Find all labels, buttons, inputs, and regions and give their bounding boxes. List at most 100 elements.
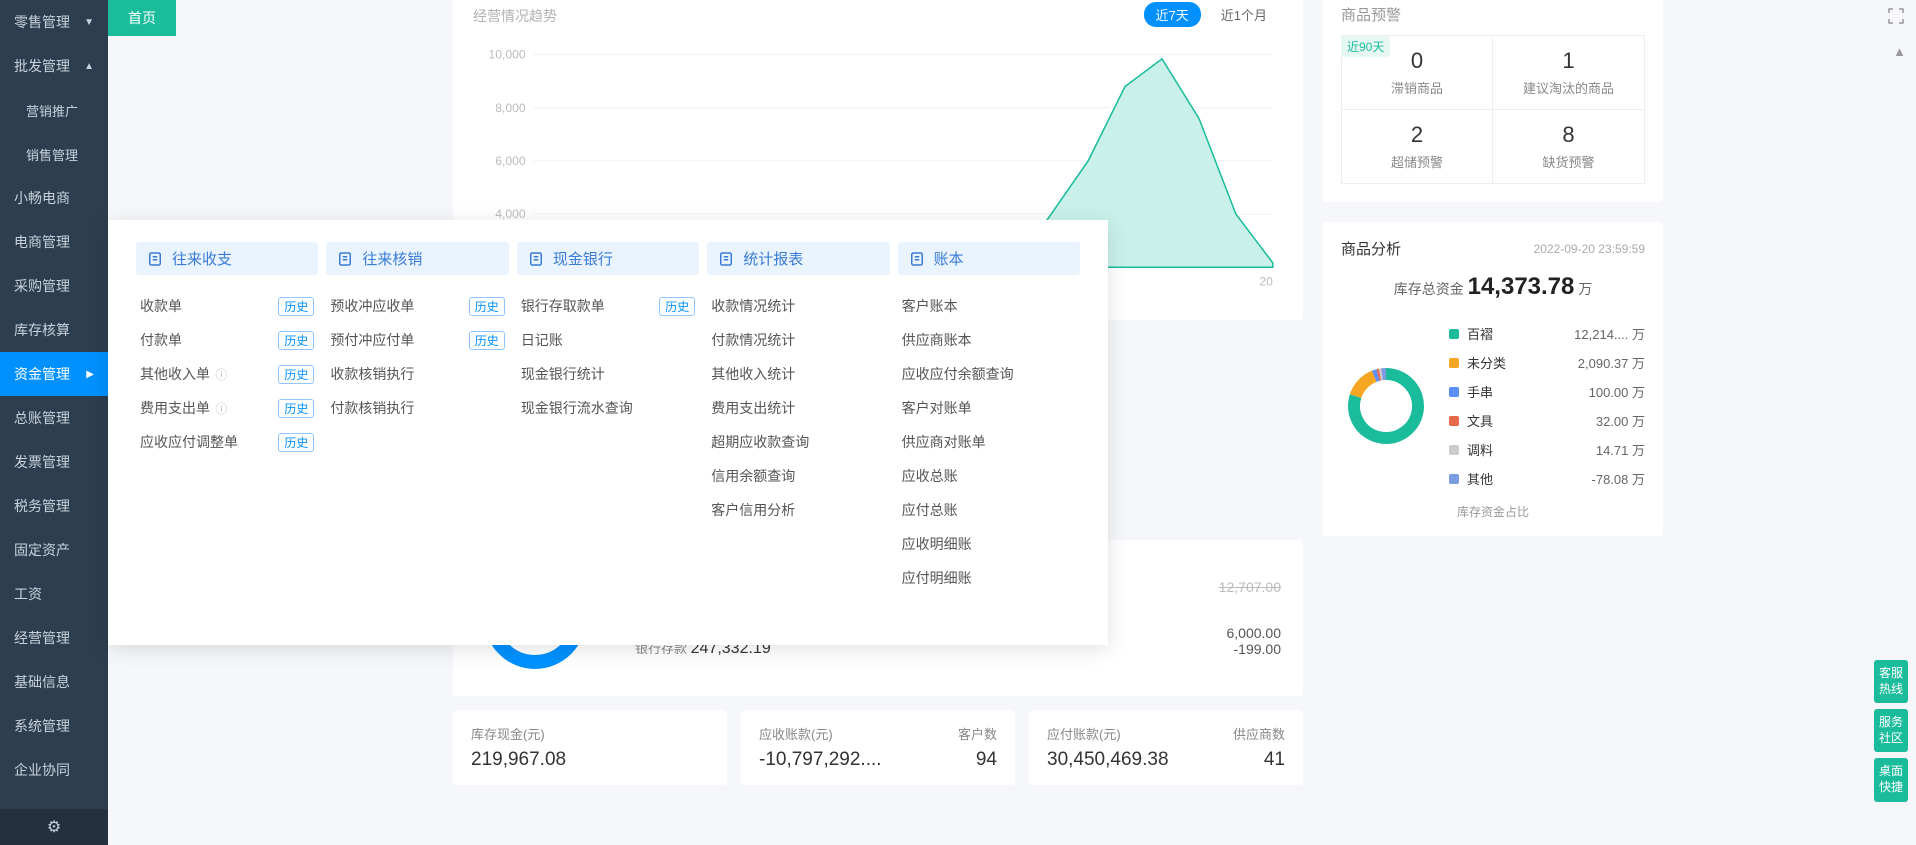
sidebar-item-label: 基础信息 (14, 672, 70, 692)
history-badge[interactable]: 历史 (469, 297, 505, 316)
history-badge[interactable]: 历史 (469, 331, 505, 350)
sidebar-item-15[interactable]: 基础信息 (0, 660, 108, 704)
sidebar-item-4[interactable]: 小畅电商 (0, 176, 108, 220)
flyout-item[interactable]: 应付明细账 (898, 561, 1080, 595)
sidebar-item-13[interactable]: 工资 (0, 572, 108, 616)
flyout-item[interactable]: 应收应付余额查询 (898, 357, 1080, 391)
flyout-item-label: 应付明细账 (902, 568, 972, 588)
chart-range-tab[interactable]: 近7天 (1144, 2, 1201, 27)
sidebar-item-9[interactable]: 总账管理 (0, 396, 108, 440)
flyout-item-label: 应付总账 (902, 500, 958, 520)
sidebar-item-0[interactable]: 零售管理▼ (0, 0, 108, 44)
flyout-item[interactable]: 现金银行统计 (517, 357, 699, 391)
inventory-total-unit: 万 (1578, 281, 1592, 297)
flyout-item[interactable]: 收款情况统计 (707, 289, 889, 323)
flyout-item[interactable]: 应付总账 (898, 493, 1080, 527)
flyout-item[interactable]: 客户对账单 (898, 391, 1080, 425)
sidebar-item-10[interactable]: 发票管理 (0, 440, 108, 484)
legend-name: 调料 (1467, 440, 1493, 459)
alert-label: 缺货预警 (1499, 152, 1638, 171)
flyout-item[interactable]: 收款单历史 (136, 289, 318, 323)
flyout-item-label: 日记账 (521, 330, 563, 350)
history-badge[interactable]: 历史 (278, 297, 314, 316)
flyout-item[interactable]: 超期应收款查询 (707, 425, 889, 459)
alert-cell[interactable]: 1建议淘汰的商品 (1493, 36, 1644, 110)
flyout-item[interactable]: 供应商账本 (898, 323, 1080, 357)
sidebar-item-8[interactable]: 资金管理▶ (0, 352, 108, 396)
flyout-item[interactable]: 应收应付调整单 历史 (136, 425, 318, 459)
sidebar-item-2[interactable]: 营销推广 (0, 88, 108, 132)
sidebar-item-label: 固定资产 (14, 540, 70, 560)
history-badge[interactable]: 历史 (278, 433, 314, 452)
flyout-item[interactable]: 现金银行流水查询 (517, 391, 699, 425)
flyout-item-label: 现金银行流水查询 (521, 398, 633, 418)
sidebar-item-11[interactable]: 税务管理 (0, 484, 108, 528)
flyout-item[interactable]: 其他收入统计 (707, 357, 889, 391)
fullscreen-icon[interactable] (1886, 6, 1906, 26)
flyout-column-header: 往来收支 (136, 242, 318, 275)
sidebar-item-6[interactable]: 采购管理 (0, 264, 108, 308)
sidebar-item-label: 税务管理 (14, 496, 70, 516)
legend-name: 手串 (1467, 382, 1493, 401)
floating-action[interactable]: 客服 热线 (1874, 660, 1908, 703)
chart-range-tab[interactable]: 近1个月 (1209, 2, 1279, 27)
sidebar-item-5[interactable]: 电商管理 (0, 220, 108, 264)
flyout-item[interactable]: 费用支出统计 (707, 391, 889, 425)
history-badge[interactable]: 历史 (278, 365, 314, 384)
sidebar-item-12[interactable]: 固定资产 (0, 528, 108, 572)
legend-swatch (1449, 387, 1459, 397)
flyout-item[interactable]: 其他收入单 ⓘ历史 (136, 357, 318, 391)
floating-action[interactable]: 服务 社区 (1874, 709, 1908, 752)
stat-value-2: 41 (1264, 749, 1285, 771)
history-badge[interactable]: 历史 (278, 331, 314, 350)
bank-stats-row: 库存现金(元)219,967.08应收账款(元)客户数-10,797,292..… (453, 710, 1303, 785)
sidebar-item-16[interactable]: 系统管理 (0, 704, 108, 748)
legend-value: 100.00 万 (1589, 382, 1645, 401)
chevron-icon: ▼ (84, 17, 94, 28)
flyout-item[interactable]: 付款情况统计 (707, 323, 889, 357)
flyout-item-label: 费用支出统计 (711, 398, 795, 418)
sidebar-item-17[interactable]: 企业协同 (0, 748, 108, 792)
flyout-item-label: 收款核销执行 (330, 364, 414, 384)
top-tab-home[interactable]: 首页 (108, 0, 176, 36)
alert-cell[interactable]: 8缺货预警 (1493, 110, 1644, 183)
sidebar-item-label: 电商管理 (14, 232, 70, 252)
sidebar-item-14[interactable]: 经营管理 (0, 616, 108, 660)
flyout-item[interactable]: 日记账 (517, 323, 699, 357)
inventory-total-label: 库存总资金 (1394, 281, 1464, 297)
sidebar-item-label: 经营管理 (14, 628, 70, 648)
flyout-item[interactable]: 预付冲应付单历史 (326, 323, 508, 357)
sidebar-item-label: 营销推广 (26, 101, 78, 120)
history-badge[interactable]: 历史 (659, 297, 695, 316)
flyout-item[interactable]: 信用余额查询 (707, 459, 889, 493)
flyout-item[interactable]: 付款单历史 (136, 323, 318, 357)
sidebar-item-3[interactable]: 销售管理 (0, 132, 108, 176)
flyout-item[interactable]: 客户信用分析 (707, 493, 889, 527)
flyout-item[interactable]: 应收总账 (898, 459, 1080, 493)
stat-label-1: 应付账款(元) (1047, 724, 1121, 743)
floating-action[interactable]: 桌面 快捷 (1874, 758, 1908, 801)
flyout-item[interactable]: 银行存取款单历史 (517, 289, 699, 323)
flyout-item[interactable]: 收款核销执行 (326, 357, 508, 391)
flyout-item[interactable]: 付款核销执行 (326, 391, 508, 425)
bank-value-0: 6,000.00 (1219, 625, 1281, 641)
sidebar: 零售管理▼批发管理▲ 营销推广销售管理小畅电商电商管理采购管理库存核算资金管理▶总… (0, 0, 108, 845)
history-badge[interactable]: 历史 (278, 399, 314, 418)
flyout-column-header: 账本 (898, 242, 1080, 275)
sidebar-settings-icon[interactable]: ⚙ (0, 809, 108, 845)
flyout-item[interactable]: 费用支出单 ⓘ历史 (136, 391, 318, 425)
sidebar-item-1[interactable]: 批发管理▲ (0, 44, 108, 88)
sidebar-item-7[interactable]: 库存核算 (0, 308, 108, 352)
flyout-item[interactable]: 客户账本 (898, 289, 1080, 323)
stat-label-2: 客户数 (958, 724, 997, 743)
flyout-item[interactable]: 供应商对账单 (898, 425, 1080, 459)
flyout-item[interactable]: 预收冲应收单历史 (326, 289, 508, 323)
product-donut-chart (1341, 361, 1431, 451)
product-legend-row: 百褶12,214.... 万 (1449, 319, 1645, 348)
alert-cell[interactable]: 2超储预警 (1342, 110, 1493, 183)
flyout-item[interactable]: 应收明细账 (898, 527, 1080, 561)
inventory-total-value: 14,373.78 (1468, 273, 1575, 300)
flyout-item-label: 应收应付调整单 (140, 432, 238, 452)
stat-label-2: 供应商数 (1233, 724, 1285, 743)
flyout-item-label: 应收总账 (902, 466, 958, 486)
